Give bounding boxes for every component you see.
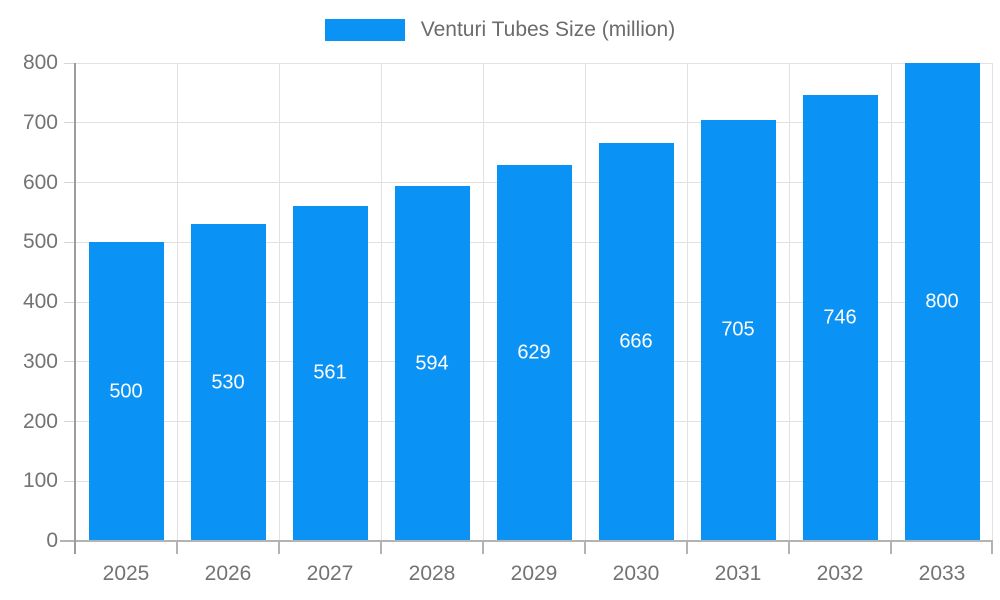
y-axis-tick: [64, 421, 75, 422]
y-axis-tick: [64, 122, 75, 124]
bar-value-label: 500: [109, 380, 143, 403]
plot-area: 0 100 200 300 400 500 600 700 800 500 2025 530 2026 5…: [23, 51, 993, 585]
bar-value-label: 705: [721, 318, 755, 341]
bar-2025[interactable]: 500: [88, 242, 164, 541]
y-axis-label: 300: [22, 349, 58, 373]
bar-value-label: 594: [415, 352, 449, 375]
x-axis-tick: [890, 541, 892, 554]
x-axis-tick: [584, 541, 586, 554]
y-axis-label: 400: [22, 290, 58, 313]
y-axis-label: 500: [22, 230, 58, 254]
legend-swatch: [324, 19, 405, 41]
y-axis-tick: [64, 301, 75, 303]
y-axis-tick: [64, 62, 75, 64]
gridline-vertical: [891, 63, 892, 541]
x-axis-line: [60, 540, 993, 542]
y-axis-label: 200: [22, 409, 58, 433]
y-axis-tick: [64, 361, 75, 363]
y-axis-tick: [64, 241, 75, 243]
bar-2029[interactable]: 629: [496, 165, 572, 541]
gridline-vertical: [585, 63, 586, 541]
gridline-vertical: [381, 63, 382, 541]
gridline-vertical: [279, 63, 280, 541]
x-axis-tick: [991, 541, 993, 554]
y-axis-label: 100: [22, 469, 58, 493]
y-axis-line: [74, 63, 76, 554]
bar-2027[interactable]: 561: [292, 205, 368, 541]
gridline-vertical: [177, 63, 178, 541]
gridline-vertical: [789, 63, 790, 541]
bar-value-label: 530: [211, 371, 245, 394]
gridline-vertical: [687, 63, 688, 541]
x-axis-tick: [788, 541, 790, 554]
x-axis-label: 2030: [612, 562, 660, 585]
bar-2026[interactable]: 530: [190, 224, 266, 541]
y-axis-tick: [64, 480, 75, 482]
bar-2028[interactable]: 594: [394, 186, 470, 541]
x-axis-label: 2031: [714, 562, 762, 585]
legend-label: Venturi Tubes Size (million): [420, 18, 676, 41]
bar-value-label: 561: [313, 361, 347, 384]
bar-value-label: 746: [823, 306, 857, 329]
bar-2031[interactable]: 705: [700, 119, 776, 541]
gridline-horizontal: [75, 62, 993, 64]
x-axis-label: 2027: [306, 562, 354, 585]
bar-value-label: 666: [619, 330, 653, 353]
y-axis-label: 700: [22, 110, 58, 134]
gridline-vertical: [992, 63, 993, 541]
x-axis-label: 2025: [102, 562, 150, 585]
x-axis-label: 2032: [816, 562, 864, 585]
bar-value-label: 629: [517, 341, 551, 364]
gridline-vertical: [483, 63, 484, 541]
gridline-horizontal: [75, 122, 993, 124]
y-axis-label: 800: [22, 51, 58, 74]
bar-2030[interactable]: 666: [598, 143, 674, 541]
y-axis-tick: [64, 182, 75, 183]
y-axis-label: 600: [22, 170, 58, 194]
bar-2032[interactable]: 746: [802, 95, 878, 541]
legend[interactable]: Venturi Tubes Size (million): [0, 18, 1000, 42]
x-axis-tick: [278, 541, 280, 554]
bar-2033[interactable]: 800: [904, 63, 980, 541]
x-axis-label: 2029: [510, 562, 558, 585]
x-axis-label: 2028: [408, 562, 456, 585]
x-axis-tick: [482, 541, 484, 554]
x-axis-label: 2026: [204, 562, 252, 585]
x-axis-tick: [686, 541, 688, 554]
x-axis-tick: [380, 541, 382, 554]
x-axis-tick: [176, 541, 178, 554]
x-axis-label: 2033: [918, 562, 966, 585]
bar-value-label: 800: [925, 290, 959, 313]
y-axis-label: 0: [46, 529, 58, 552]
